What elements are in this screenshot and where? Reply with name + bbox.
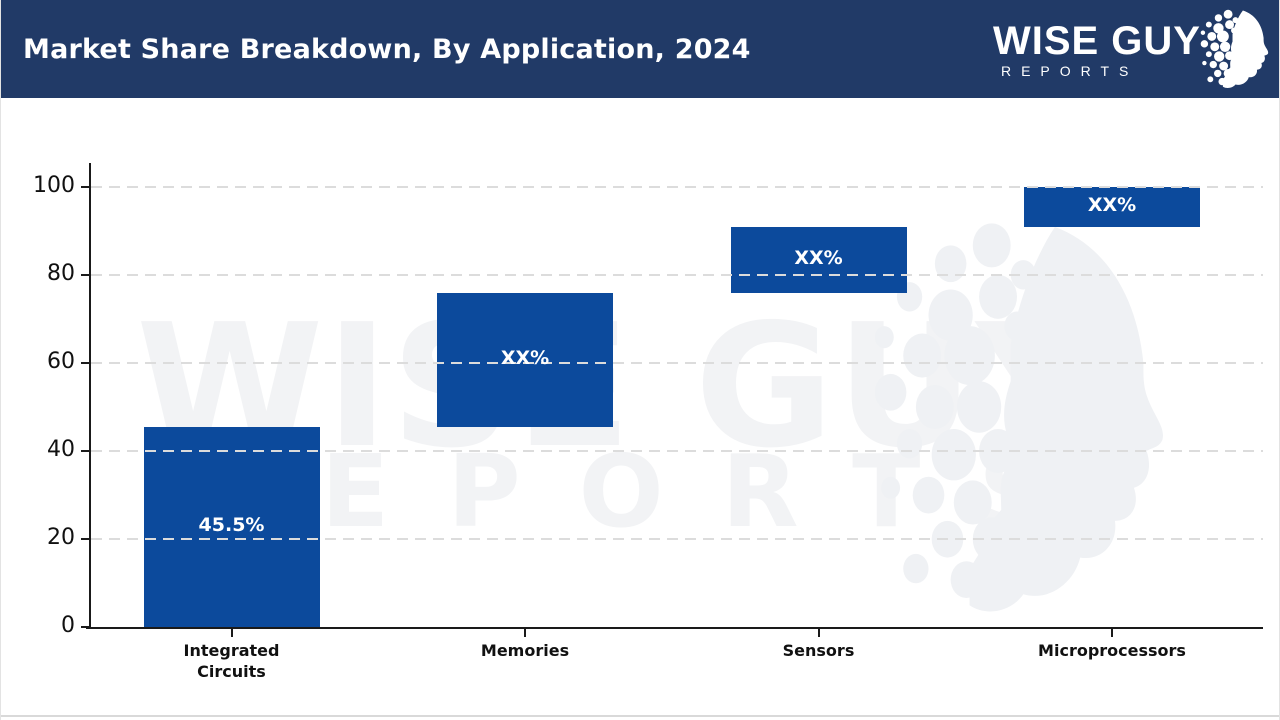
x-axis-spine: [86, 627, 1263, 629]
y-tick-60: [81, 362, 89, 364]
y-axis-label-60: 60: [47, 349, 75, 374]
x-axis-label-memories: Memories: [480, 641, 570, 660]
bottom-divider: [1, 715, 1279, 717]
x-axis-label-microprocessors: Microprocessors: [1038, 641, 1186, 660]
bar-value-label-microprocessors: XX%: [1087, 193, 1137, 216]
bar-value-label-integrated-circuits: 45.5%: [198, 513, 265, 536]
bar-microprocessors: [1024, 187, 1200, 227]
bar-sensors: [730, 226, 907, 293]
gridline-y-40: [91, 450, 1263, 452]
y-tick-100: [81, 186, 89, 188]
y-tick-20: [81, 538, 89, 540]
y-axis-label-80: 80: [47, 261, 75, 286]
gridline-y-80: [91, 274, 1263, 276]
y-tick-40: [81, 450, 89, 452]
gridline-y-20: [91, 538, 1263, 540]
y-axis-label-100: 100: [33, 173, 75, 198]
y-axis-spine: [89, 163, 91, 629]
x-tick-memories: [524, 629, 526, 637]
bar-value-label-sensors: XX%: [794, 246, 843, 269]
header: Market Share Breakdown, By Application, …: [1, 0, 1279, 98]
brand-logo: WISE GUY REPORTS: [993, 8, 1271, 90]
y-axis-label-0: 0: [61, 613, 75, 638]
x-tick-sensors: [817, 629, 820, 637]
brand-head-icon: [1200, 9, 1269, 88]
brand-name: WISE GUY: [992, 18, 1201, 63]
bar-integrated-circuits: [143, 426, 320, 627]
gridline-y-100: [91, 186, 1263, 188]
x-tick-integrated-circuits: [230, 629, 233, 637]
y-axis-label-20: 20: [47, 525, 75, 550]
bar-memories: [437, 292, 613, 427]
x-axis-label-integrated-circuits: Integrated Circuits: [183, 641, 280, 681]
y-tick-80: [81, 274, 89, 276]
brand-wordmark: WISE GUY REPORTS: [993, 20, 1201, 79]
chart-area: WISE GUY REPORTS 45.5% XX% XX% XX% 0 20 40 60 80…: [1, 98, 1279, 720]
gridline-y-60: [91, 362, 1263, 364]
y-axis-label-40: 40: [47, 437, 75, 462]
bar-value-label-memories: XX%: [500, 346, 550, 369]
x-axis-label-sensors: Sensors: [782, 641, 855, 660]
x-tick-microprocessors: [1111, 629, 1113, 637]
y-tick-0: [81, 626, 89, 628]
brand-subname: REPORTS: [1000, 62, 1139, 79]
page-title: Market Share Breakdown, By Application, …: [23, 33, 751, 65]
